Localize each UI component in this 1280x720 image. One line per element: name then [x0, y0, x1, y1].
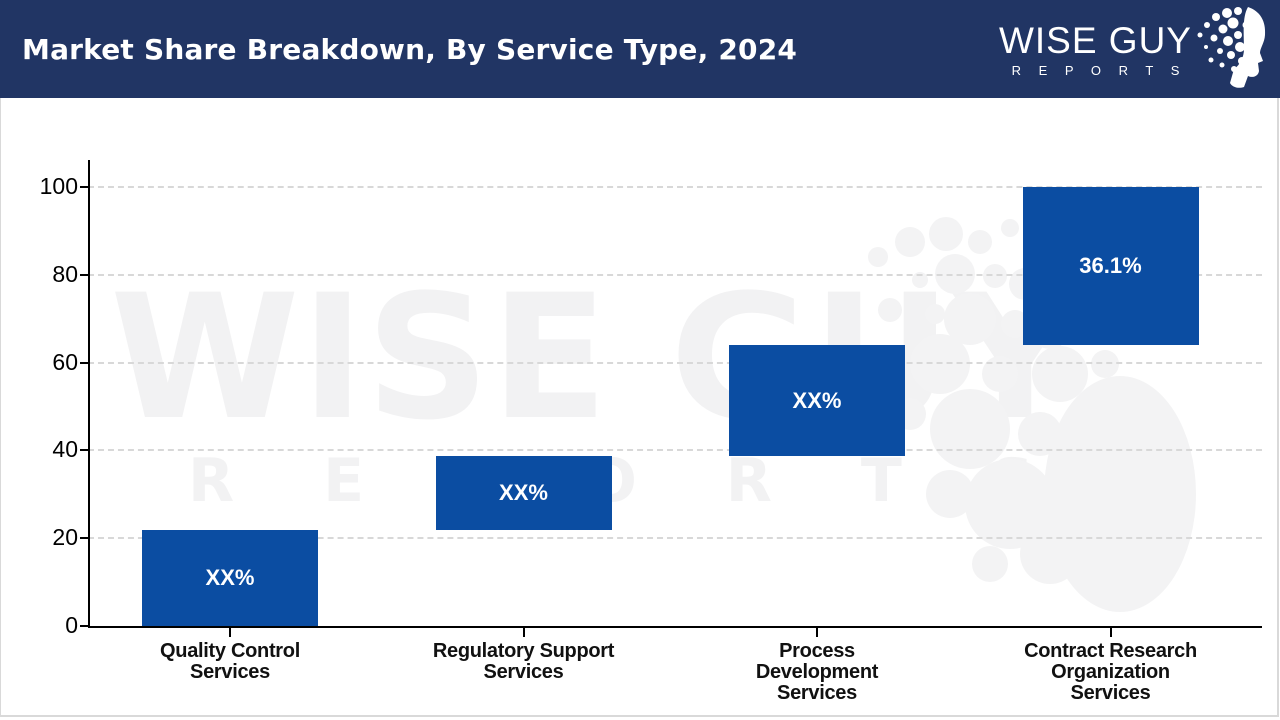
y-tick-label-60: 60: [16, 349, 78, 376]
y-tick-label-0: 0: [16, 612, 78, 639]
y-tick-label-40: 40: [16, 436, 78, 463]
category-label-0: Quality Control Services: [83, 641, 377, 683]
category-label-line: Organization: [1051, 661, 1170, 683]
gridline-60: [88, 361, 1262, 364]
logo-wordmark: WISE GUY: [998, 19, 1192, 61]
category-label-2: Process Development Services: [670, 641, 964, 704]
y-axis-line: [88, 160, 90, 628]
x-tick-3: [1109, 628, 1112, 637]
y-tick-label-100: 100: [16, 173, 78, 200]
logo-text: WISE GUY R E P O R T S: [998, 19, 1192, 78]
page-title: Market Share Breakdown, By Service Type,…: [22, 32, 798, 66]
waterfall-bar-0: XX%: [142, 530, 318, 626]
dotted-face-profile-icon: [1194, 5, 1266, 93]
gridline-100: [88, 186, 1262, 188]
y-tick-40: [80, 449, 88, 452]
y-tick-label-80: 80: [16, 261, 78, 288]
category-label-1: Regulatory Support Services: [377, 641, 671, 683]
category-label-line: Regulatory Support: [432, 640, 615, 662]
y-tick-60: [80, 361, 88, 364]
category-label-3: Contract Research Organization Services: [964, 641, 1258, 704]
x-tick-1: [522, 628, 525, 637]
category-label-line: Contract Research: [1024, 640, 1197, 662]
y-tick-label-60-text: 60: [52, 348, 78, 375]
category-label-line: Services: [1070, 682, 1151, 704]
y-tick-label-20-text: 20: [52, 524, 78, 551]
waterfall-bar-1: XX%: [435, 456, 612, 531]
y-tick-label-80-text: 80: [52, 260, 78, 287]
logo-subtitle: R E P O R T S: [1011, 62, 1187, 78]
y-tick-label-100-text: 100: [39, 173, 78, 199]
bar-value-label-2: XX%: [792, 387, 842, 413]
y-tick-label-0-text: 0: [65, 612, 78, 638]
bar-value-label-1: XX%: [499, 480, 548, 506]
category-label-line: Services: [190, 661, 270, 683]
category-label-line: Development: [755, 661, 879, 683]
gridline-20: [88, 537, 1262, 540]
bar-value-label-3: 36.1%: [1079, 253, 1142, 279]
wise-guy-logo: WISE GUY R E P O R T S: [999, 6, 1266, 92]
y-tick-label-20: 20: [16, 524, 78, 551]
category-label-line: Quality Control: [160, 640, 300, 662]
waterfall-bar-2: XX%: [729, 345, 905, 457]
x-tick-0: [229, 628, 231, 637]
y-tick-80: [80, 273, 88, 276]
gridline-80: [88, 273, 1262, 276]
header-bar: Market Share Breakdown, By Service Type,…: [0, 0, 1280, 98]
y-tick-label-40-text: 40: [52, 436, 78, 463]
waterfall-bar-3: 36.1%: [1022, 187, 1199, 346]
category-label-line: Services: [777, 682, 857, 704]
gridline-40: [88, 449, 1262, 452]
y-tick-0: [80, 625, 88, 627]
y-tick-100: [80, 186, 88, 188]
x-tick-2: [816, 628, 818, 637]
bar-value-label-0: XX%: [205, 565, 255, 591]
category-label-line: Process: [779, 640, 855, 662]
category-label-line: Services: [483, 661, 564, 683]
x-axis-line: [88, 626, 1262, 628]
y-tick-20: [80, 537, 88, 540]
